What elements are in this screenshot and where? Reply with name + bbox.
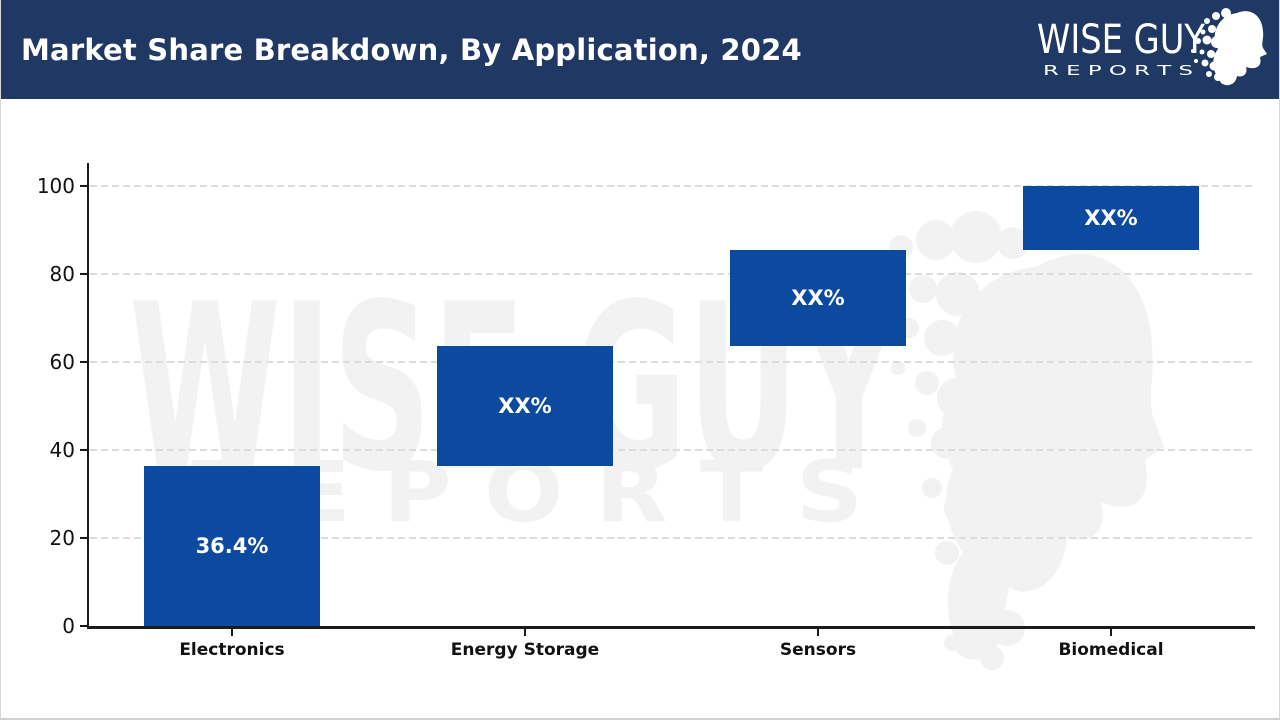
y-tick-80: [80, 273, 87, 275]
y-tick-label-0: 0: [62, 614, 75, 638]
x-tick-2: [817, 629, 819, 636]
y-tick-label-60: 60: [49, 350, 75, 374]
y-tick-0: [80, 625, 87, 627]
y-tick-label-80: 80: [49, 262, 75, 286]
y-axis-line: [87, 163, 89, 629]
gridline-80: [90, 273, 1255, 275]
y-tick-100: [80, 185, 87, 187]
y-tick-label-20: 20: [49, 526, 75, 550]
gridline-20: [90, 537, 1255, 539]
x-tick-0: [231, 629, 233, 636]
category-label-2: Sensors: [779, 640, 857, 660]
header-bar: Market Share Breakdown, By Application, …: [1, 0, 1279, 99]
y-tick-label-100: 100: [36, 174, 75, 198]
bar-value-label: XX%: [791, 285, 845, 310]
gridline-40: [90, 449, 1255, 451]
bar-biomedical: [1023, 186, 1199, 250]
bar-energy-storage: [437, 345, 613, 466]
watermark-face: [942, 254, 1164, 660]
x-axis-line: [87, 626, 1255, 629]
bar-electronics: [144, 465, 320, 626]
bar-value-label: 36.4%: [195, 533, 269, 558]
wise-guy-reports-logo: WISE GUY R E P O R T S: [1037, 8, 1267, 86]
x-tick-3: [1110, 629, 1112, 636]
logo-face: [1213, 11, 1267, 86]
y-tick-20: [80, 537, 87, 539]
bar-value-label: XX%: [1084, 205, 1138, 230]
x-tick-1: [524, 629, 526, 636]
logo-wiseguy-text: WISE GUY: [1037, 17, 1205, 63]
category-label-3: Biomedical: [1058, 640, 1164, 660]
category-label-0: Electronics: [179, 640, 285, 660]
logo-reports-text: R E P O R T S: [1043, 64, 1193, 79]
bar-value-label: XX%: [498, 393, 552, 418]
y-tick-label-40: 40: [49, 438, 75, 462]
chart-title: Market Share Breakdown, By Application, …: [21, 32, 802, 67]
gridline-60: [90, 361, 1255, 363]
gridline-100: [90, 185, 1255, 187]
y-tick-40: [80, 449, 87, 451]
y-tick-60: [80, 361, 87, 363]
category-label-1: Energy Storage: [450, 640, 600, 660]
bar-sensors: [730, 249, 906, 346]
